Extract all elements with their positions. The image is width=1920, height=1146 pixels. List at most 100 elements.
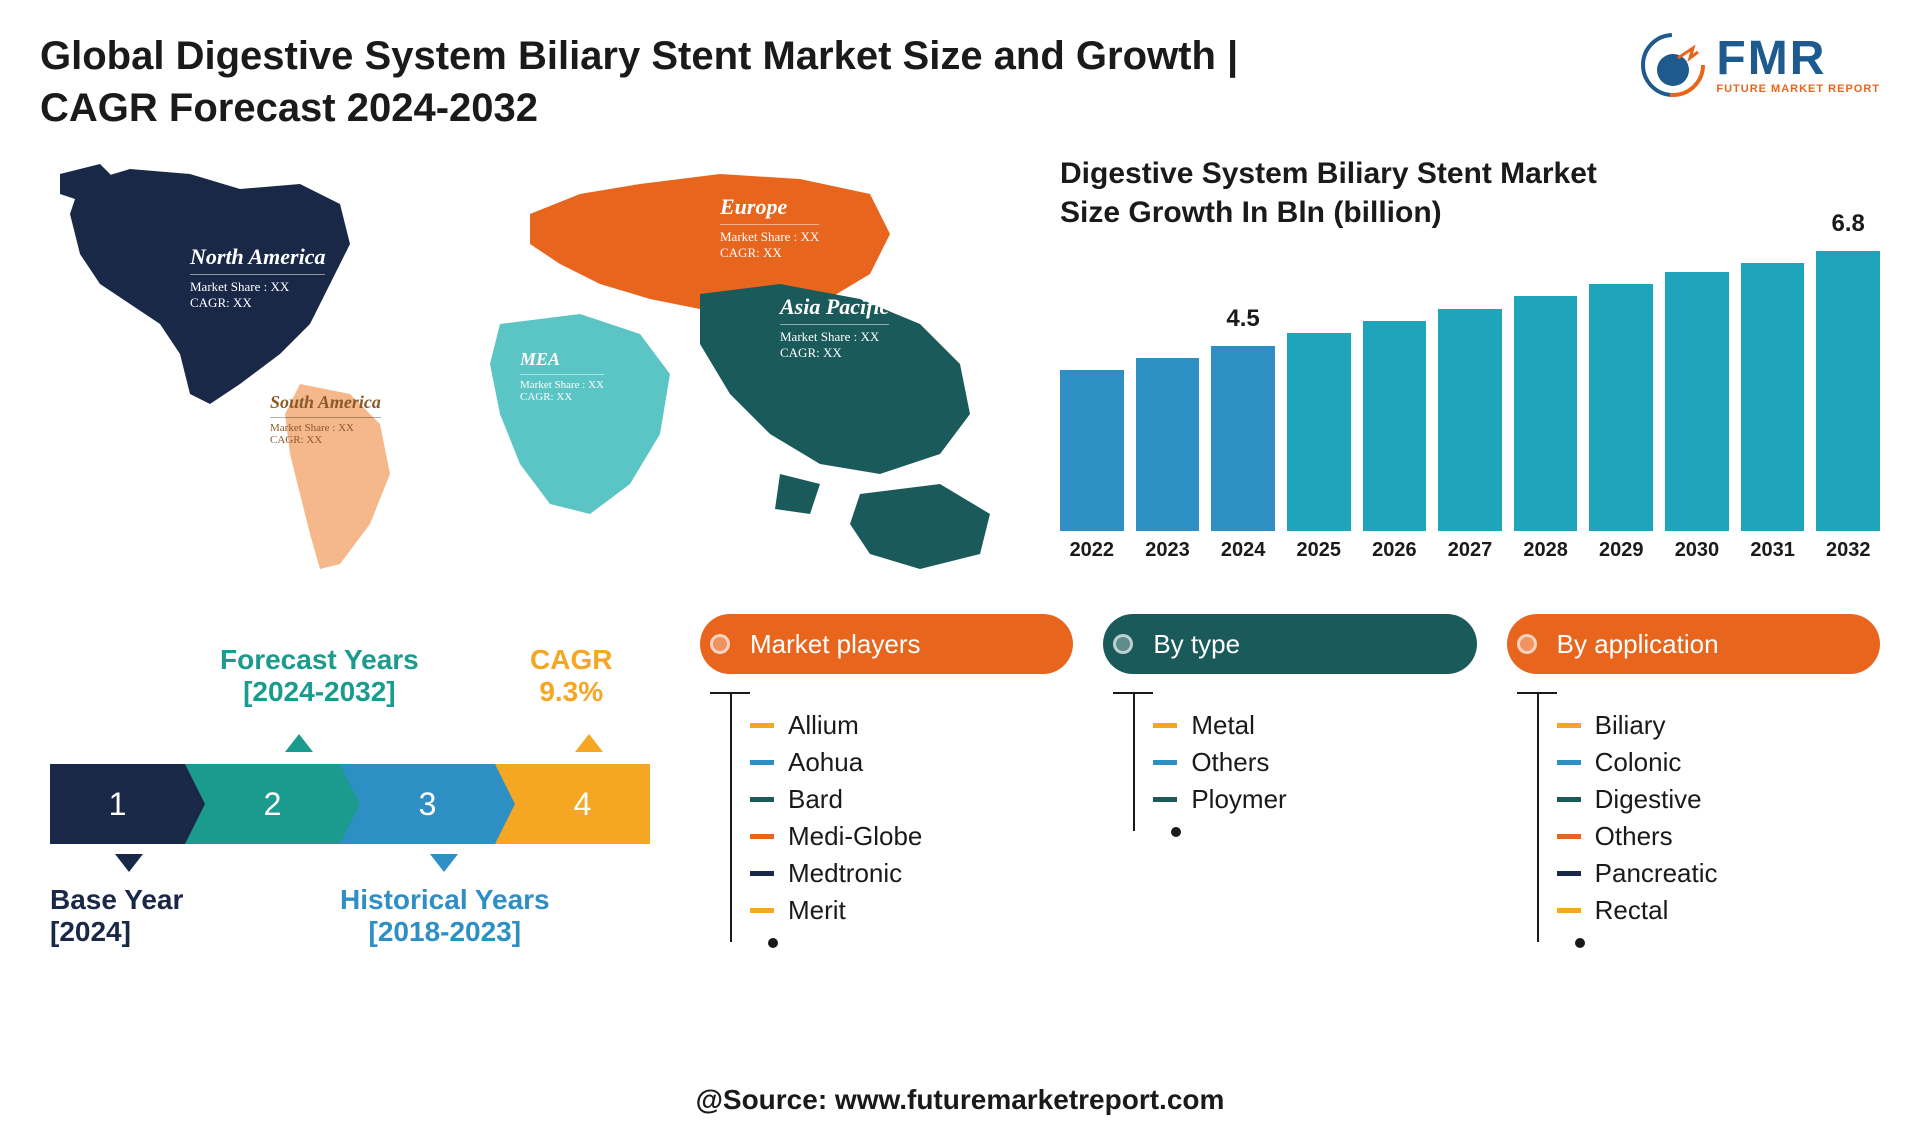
category-item: Medi-Globe [750,821,1073,852]
bar [1287,333,1351,531]
item-label: Pancreatic [1595,858,1718,889]
fmr-logo: FMR FUTURE MARKET REPORT [1638,30,1880,100]
pointer-icon [575,734,603,752]
hook-dot-icon [1171,827,1181,837]
category-column: By type Metal Others Ploymer [1103,614,1476,942]
category-item: Others [1153,747,1476,778]
tl-cagr-title: CAGR [530,644,612,676]
item-label: Medtronic [788,858,902,889]
tl-base-title: Base Year [50,884,183,916]
bar-group: 2022 [1060,370,1124,562]
tl-hist-title: Historical Years [340,884,550,916]
region-sa-share: Market Share : XX [270,422,354,434]
region-eu-title: Europe [720,194,819,220]
category-column: Market players Allium Aohua Bard Medi-Globe M… [700,614,1073,942]
item-dash-icon [1557,871,1581,876]
region-eu-share: Market Share : XX [720,229,819,244]
hook-dot-icon [768,938,778,948]
category-item: Allium [750,710,1073,741]
bar-year-label: 2025 [1296,539,1341,562]
category-header: Market players [700,614,1073,674]
tl-forecast-title: Forecast Years [220,644,419,676]
bar-group: 6.82032 [1816,251,1880,562]
item-label: Metal [1191,710,1255,741]
item-label: Rectal [1595,895,1669,926]
category-header: By type [1103,614,1476,674]
item-dash-icon [1153,723,1177,728]
bar [1665,272,1729,531]
bar-group: 2030 [1665,272,1729,562]
item-dash-icon [750,760,774,765]
bar [1589,284,1653,531]
logo-icon [1638,30,1708,100]
region-eu-cagr: CAGR: XX [720,245,782,260]
bar [1438,309,1502,531]
bar-year-label: 2032 [1826,539,1871,562]
category-dot-icon [710,634,730,654]
tl-hist-sub: [2018-2023] [340,916,550,948]
hook-dot-icon [1575,938,1585,948]
bar-year-label: 2029 [1599,539,1644,562]
bar-year-label: 2024 [1221,539,1266,562]
category-item: Medtronic [750,858,1073,889]
bar [1211,346,1275,531]
bar-year-label: 2022 [1070,539,1115,562]
bar-value-label: 6.8 [1832,210,1865,238]
region-na-share: Market Share : XX [190,279,289,294]
category-title: By type [1153,629,1240,660]
category-item: Pancreatic [1557,858,1880,889]
category-item: Metal [1153,710,1476,741]
bar-year-label: 2031 [1750,539,1795,562]
tl-base-sub: [2024] [50,916,183,948]
bar-year-label: 2030 [1675,539,1720,562]
category-column: By applicationBiliaryColonicDigestiveOth… [1507,614,1880,942]
region-ap-title: Asia Pacific [780,294,889,320]
category-item: Merit [750,895,1073,926]
timeline: Forecast Years [2024-2032] CAGR 9.3% 123… [40,614,670,974]
bar-group: 4.52024 [1211,346,1275,562]
item-dash-icon [750,723,774,728]
logo-text-sub: FUTURE MARKET REPORT [1716,83,1880,95]
item-dash-icon [750,871,774,876]
category-dot-icon [1517,634,1537,654]
item-label: Medi-Globe [788,821,922,852]
item-label: Bard [788,784,843,815]
region-na-title: North America [190,244,325,270]
pointer-icon [115,854,143,872]
bar-value-label: 4.5 [1226,305,1259,333]
region-sa-title: South America [270,392,381,413]
region-na-cagr: CAGR: XX [190,295,252,310]
bar [1816,251,1880,531]
region-mea-title: MEA [520,349,604,370]
item-dash-icon [1557,723,1581,728]
bar [1741,263,1805,531]
item-label: Others [1191,747,1269,778]
timeline-segment: 4 [495,764,650,844]
page-title: Global Digestive System Biliary Stent Ma… [40,30,1290,134]
item-dash-icon [750,908,774,913]
bar [1136,358,1200,531]
source-text: @Source: www.futuremarketreport.com [696,1084,1225,1116]
category-item: Bard [750,784,1073,815]
timeline-segment: 2 [185,764,340,844]
category-item: Ploymer [1153,784,1476,815]
category-items: Metal Others Ploymer [1103,694,1476,831]
item-label: Biliary [1595,710,1666,741]
category-dot-icon [1113,634,1133,654]
category-item: Colonic [1557,747,1880,778]
item-label: Aohua [788,747,863,778]
tl-forecast-sub: [2024-2032] [220,676,419,708]
region-ap-share: Market Share : XX [780,329,879,344]
region-sa-cagr: CAGR: XX [270,434,322,446]
category-item: Biliary [1557,710,1880,741]
category-item: Digestive [1557,784,1880,815]
item-label: Allium [788,710,859,741]
region-ap-cagr: CAGR: XX [780,345,842,360]
category-items: BiliaryColonicDigestiveOthersPancreaticR… [1507,694,1880,942]
bar-year-label: 2028 [1523,539,1568,562]
bar-group: 2028 [1514,296,1578,562]
item-dash-icon [1153,797,1177,802]
pointer-icon [430,854,458,872]
pointer-icon [285,734,313,752]
bar-year-label: 2027 [1448,539,1493,562]
